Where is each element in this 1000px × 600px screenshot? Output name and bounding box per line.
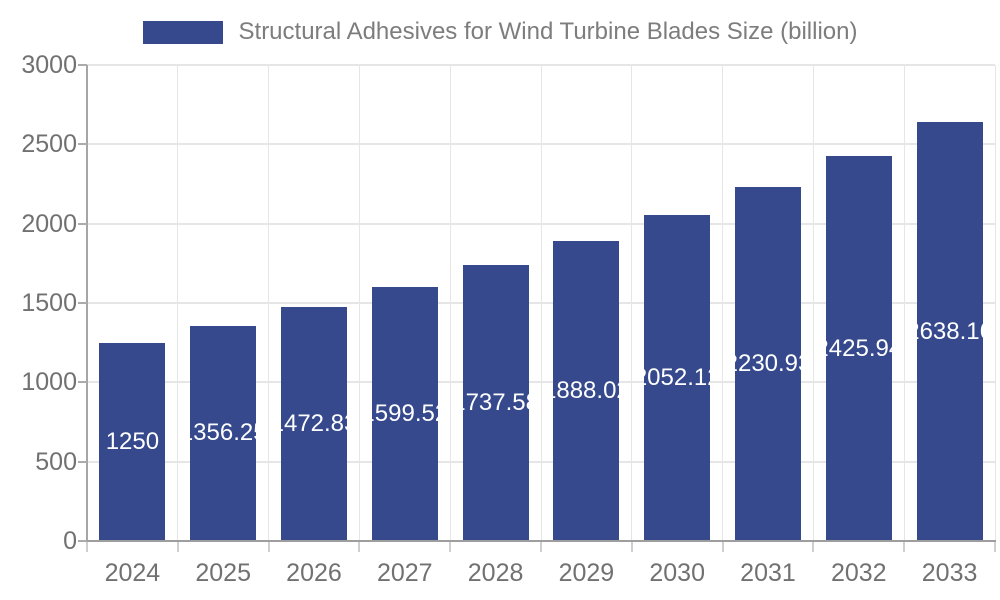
x-axis-tick — [176, 542, 179, 552]
bar-value-label: 2230.93 — [735, 350, 801, 378]
bar-value-label: 2052.12 — [644, 364, 710, 392]
x-tick-label: 2024 — [104, 559, 161, 587]
plot-area: 1250 1356.25 1472.83 1599.52 1737.58 1888.02 2… — [87, 65, 995, 541]
x-tick-label: 2029 — [558, 559, 615, 587]
y-axis-line — [86, 65, 88, 543]
legend: Structural Adhesives for Wind Turbine Bl… — [0, 0, 1000, 50]
bar-2030[interactable]: 2052.12 — [644, 215, 711, 541]
x-tick-label: 2025 — [195, 559, 251, 587]
grid-line-vertical — [540, 65, 542, 541]
bar-value-label: 1599.52 — [372, 400, 438, 428]
y-axis-tick — [78, 381, 87, 384]
grid-line-vertical — [722, 65, 724, 541]
bar-value-label: 1472.83 — [281, 410, 347, 438]
bar-2032[interactable]: 2425.94 — [825, 156, 892, 541]
grid-line-vertical — [268, 65, 270, 541]
legend-item[interactable]: Structural Adhesives for Wind Turbine Bl… — [142, 18, 858, 46]
grid-line-vertical — [994, 65, 996, 541]
grid-line-vertical — [812, 65, 814, 541]
y-tick-label: 1500 — [21, 289, 77, 317]
bar-2026[interactable]: 1472.83 — [281, 307, 347, 541]
x-axis-line — [86, 540, 996, 542]
bar-value-label: 1888.02 — [553, 377, 619, 405]
x-axis-tick — [630, 542, 633, 552]
x-tick-label: 2028 — [467, 559, 524, 587]
bar-2033[interactable]: 2638.16 — [916, 122, 983, 541]
grid-line-vertical — [903, 65, 905, 541]
y-axis-tick — [78, 143, 87, 146]
bar-2027[interactable]: 1599.52 — [371, 287, 438, 541]
x-tick-label: 2031 — [740, 559, 796, 587]
y-axis-tick — [78, 64, 87, 66]
grid-line-vertical — [449, 65, 451, 541]
x-tick-label: 2027 — [376, 559, 433, 587]
bar-2028[interactable]: 1737.58 — [462, 265, 529, 541]
bar-value-label: 1356.25 — [190, 419, 256, 447]
x-axis-tick — [86, 542, 88, 552]
grid-line-vertical — [177, 65, 179, 541]
x-axis-tick — [540, 542, 542, 552]
bar-value-label: 1250 — [105, 427, 160, 455]
grid-area — [87, 64, 996, 541]
x-tick-label: 2032 — [830, 559, 887, 587]
y-axis-tick — [78, 460, 87, 463]
x-axis-tick — [812, 542, 815, 552]
y-axis-tick — [78, 540, 87, 542]
x-axis-tick — [903, 542, 906, 552]
x-tick-label: 2033 — [921, 559, 978, 587]
y-axis-tick — [78, 302, 87, 304]
x-axis-tick — [994, 542, 996, 552]
x-axis-tick — [449, 542, 452, 552]
y-tick-label: 1000 — [21, 368, 77, 397]
bar-2031[interactable]: 2230.93 — [735, 187, 801, 541]
y-tick-label: 3000 — [21, 51, 77, 79]
bar-value-label: 2425.94 — [826, 334, 892, 362]
y-tick-label: 0 — [63, 527, 77, 555]
bar-2024[interactable]: 1250 — [99, 342, 166, 541]
x-axis-tick — [267, 542, 270, 552]
y-tick-label: 500 — [35, 447, 77, 476]
bar-2025[interactable]: 1356.25 — [190, 325, 257, 541]
legend-swatch — [142, 20, 223, 44]
grid-line-vertical — [358, 65, 360, 541]
legend-label: Structural Adhesives for Wind Turbine Bl… — [238, 18, 858, 45]
grid-line-vertical — [631, 65, 633, 541]
x-axis-tick — [721, 542, 724, 552]
y-tick-label: 2500 — [21, 130, 77, 159]
x-tick-label: 2030 — [649, 559, 705, 587]
x-tick-label: 2026 — [286, 559, 342, 587]
y-axis-tick — [78, 222, 87, 225]
x-axis-tick — [358, 542, 361, 552]
bar-value-label: 1737.58 — [463, 389, 529, 417]
bar-value-label: 2638.16 — [917, 317, 983, 345]
bar-2029[interactable]: 1888.02 — [553, 241, 620, 541]
y-tick-label: 2000 — [21, 209, 77, 238]
